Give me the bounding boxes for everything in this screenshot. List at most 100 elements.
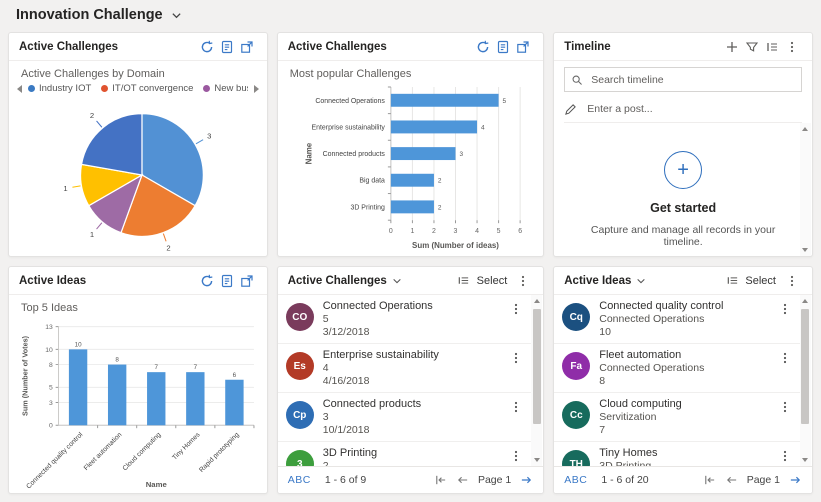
svg-text:1: 1 [63, 184, 67, 193]
select-button[interactable]: Select [745, 274, 776, 287]
row-menu-icon[interactable] [509, 302, 529, 321]
list-item[interactable]: CO Connected Operations 5 3/12/2018 [277, 295, 532, 344]
list-item[interactable]: Cc Cloud computing Servitization 7 [554, 393, 800, 442]
scroll-up-icon[interactable] [800, 123, 811, 135]
expand-chart-icon[interactable] [237, 37, 257, 57]
row-menu-icon[interactable] [778, 400, 798, 419]
list-item[interactable]: Cp Connected products 3 10/1/2018 [277, 393, 532, 442]
enter-post-input[interactable] [585, 102, 802, 116]
card-active-ideas-bar: Active Ideas Top 5 Ideas 0 3 5 8 10 13 10 Conne… [8, 266, 268, 494]
more-options-icon[interactable] [782, 37, 802, 57]
scroll-down-icon[interactable] [531, 454, 542, 466]
svg-text:2: 2 [438, 178, 442, 185]
list-item-title: Tiny Homes [599, 447, 658, 459]
list-item-subtext: Connected Operations [599, 362, 705, 374]
svg-text:1: 1 [410, 228, 414, 235]
view-records-icon[interactable] [493, 37, 513, 57]
more-options-icon[interactable] [513, 271, 533, 291]
select-list-icon[interactable] [454, 271, 474, 291]
first-page-icon[interactable] [434, 474, 447, 486]
expand-chart-icon[interactable] [237, 271, 257, 291]
list-title-dropdown[interactable]: Active Challenges [288, 275, 402, 287]
next-page-icon[interactable] [789, 474, 802, 486]
legend-next-icon[interactable] [253, 84, 259, 93]
svg-text:10: 10 [45, 347, 53, 354]
expand-chart-icon[interactable] [513, 37, 533, 57]
select-button[interactable]: Select [476, 274, 508, 287]
svg-text:3: 3 [207, 132, 211, 141]
first-page-icon[interactable] [703, 474, 716, 486]
scroll-up-icon[interactable] [800, 295, 811, 307]
row-menu-icon[interactable] [509, 351, 529, 370]
list-item-subtext: 10/1/2018 [322, 424, 370, 436]
select-list-icon[interactable] [722, 271, 742, 291]
jump-bar-button[interactable]: ABC [287, 474, 311, 486]
timeline-empty-state: + Get started Capture and manage all rec… [554, 123, 812, 256]
list-scrollbar[interactable] [531, 295, 543, 466]
filter-icon[interactable] [742, 37, 762, 57]
chart-title: Most popular Challenges [289, 68, 412, 80]
legend-item[interactable]: IT/OT convergence [101, 83, 193, 94]
list-item-subtext: Servitization [599, 411, 657, 423]
next-page-icon[interactable] [520, 474, 533, 486]
list-item[interactable]: Fa Fleet automation Connected Operations 8 [554, 344, 800, 393]
list-scrollbar[interactable] [799, 295, 811, 466]
scroll-up-icon[interactable] [531, 295, 542, 307]
list-item-title: Cloud computing [599, 398, 682, 410]
svg-text:Name: Name [146, 480, 168, 489]
view-records-icon[interactable] [217, 271, 237, 291]
prev-page-icon[interactable] [725, 474, 738, 486]
svg-text:Enterprise sustainability: Enterprise sustainability [311, 124, 385, 131]
svg-text:10: 10 [75, 341, 82, 348]
page-indicator: Page 1 [746, 474, 780, 486]
list-item[interactable]: 33D Printing23/1/2018 [278, 442, 532, 466]
legend-item[interactable]: New business models [203, 83, 248, 94]
add-circle-icon[interactable]: + [664, 151, 703, 189]
refresh-icon[interactable] [197, 271, 217, 291]
legend-prev-icon[interactable] [17, 84, 22, 93]
avatar: 3 [285, 450, 314, 466]
timeline-scrollbar[interactable] [799, 123, 811, 256]
search-timeline-input[interactable] [589, 72, 795, 87]
list-item-subtext: 3D Printing [599, 460, 652, 466]
scroll-down-icon[interactable] [800, 244, 811, 256]
card-active-challenges-pie: Active Challenges Active Challenges by D… [8, 32, 268, 257]
svg-text:6: 6 [233, 372, 237, 379]
svg-text:Name: Name [304, 142, 313, 164]
list-item-title: Connected quality control [599, 300, 724, 312]
row-menu-icon[interactable] [778, 302, 798, 321]
timeline-search [564, 67, 802, 92]
chevron-down-icon [637, 278, 646, 283]
list-item-text: Connected Operations 5 3/12/2018 [314, 300, 510, 339]
hbar-chart-svg: 0 1 2 3 4 5 6 Connected Operations 5 Enterprise s… [304, 86, 522, 250]
svg-text:2: 2 [90, 111, 94, 120]
page-title-dropdown-icon[interactable] [171, 10, 182, 21]
svg-text:13: 13 [45, 324, 53, 331]
add-timeline-record-icon[interactable] [722, 37, 742, 57]
refresh-icon[interactable] [197, 37, 217, 57]
scroll-down-icon[interactable] [800, 454, 811, 466]
more-options-icon[interactable] [782, 271, 802, 291]
list-item[interactable]: Es Enterprise sustainability 4 4/16/2018 [277, 344, 532, 393]
chart-title: Top 5 Ideas [21, 302, 78, 314]
expand-all-icon[interactable] [762, 37, 782, 57]
list-item[interactable]: Cq Connected quality control Connected Ope… [554, 295, 800, 344]
row-menu-icon[interactable] [509, 400, 529, 419]
row-menu-icon[interactable] [778, 449, 798, 466]
get-started-heading: Get started [650, 201, 717, 215]
legend-item[interactable]: Industry IOT [28, 83, 91, 94]
row-menu-icon[interactable] [509, 449, 529, 466]
card-active-ideas-list: Active Ideas Select Cq Connected quality … [553, 266, 813, 494]
svg-text:Connected quality control: Connected quality control [25, 431, 84, 490]
pencil-icon [565, 103, 577, 115]
card-title: Timeline [564, 40, 611, 53]
jump-bar-button[interactable]: ABC [564, 474, 588, 486]
chevron-down-icon [393, 278, 401, 283]
view-records-icon[interactable] [217, 37, 237, 57]
row-menu-icon[interactable] [778, 351, 798, 370]
list-title-dropdown[interactable]: Active Ideas [564, 275, 646, 287]
refresh-icon[interactable] [473, 37, 493, 57]
prev-page-icon[interactable] [456, 474, 469, 486]
